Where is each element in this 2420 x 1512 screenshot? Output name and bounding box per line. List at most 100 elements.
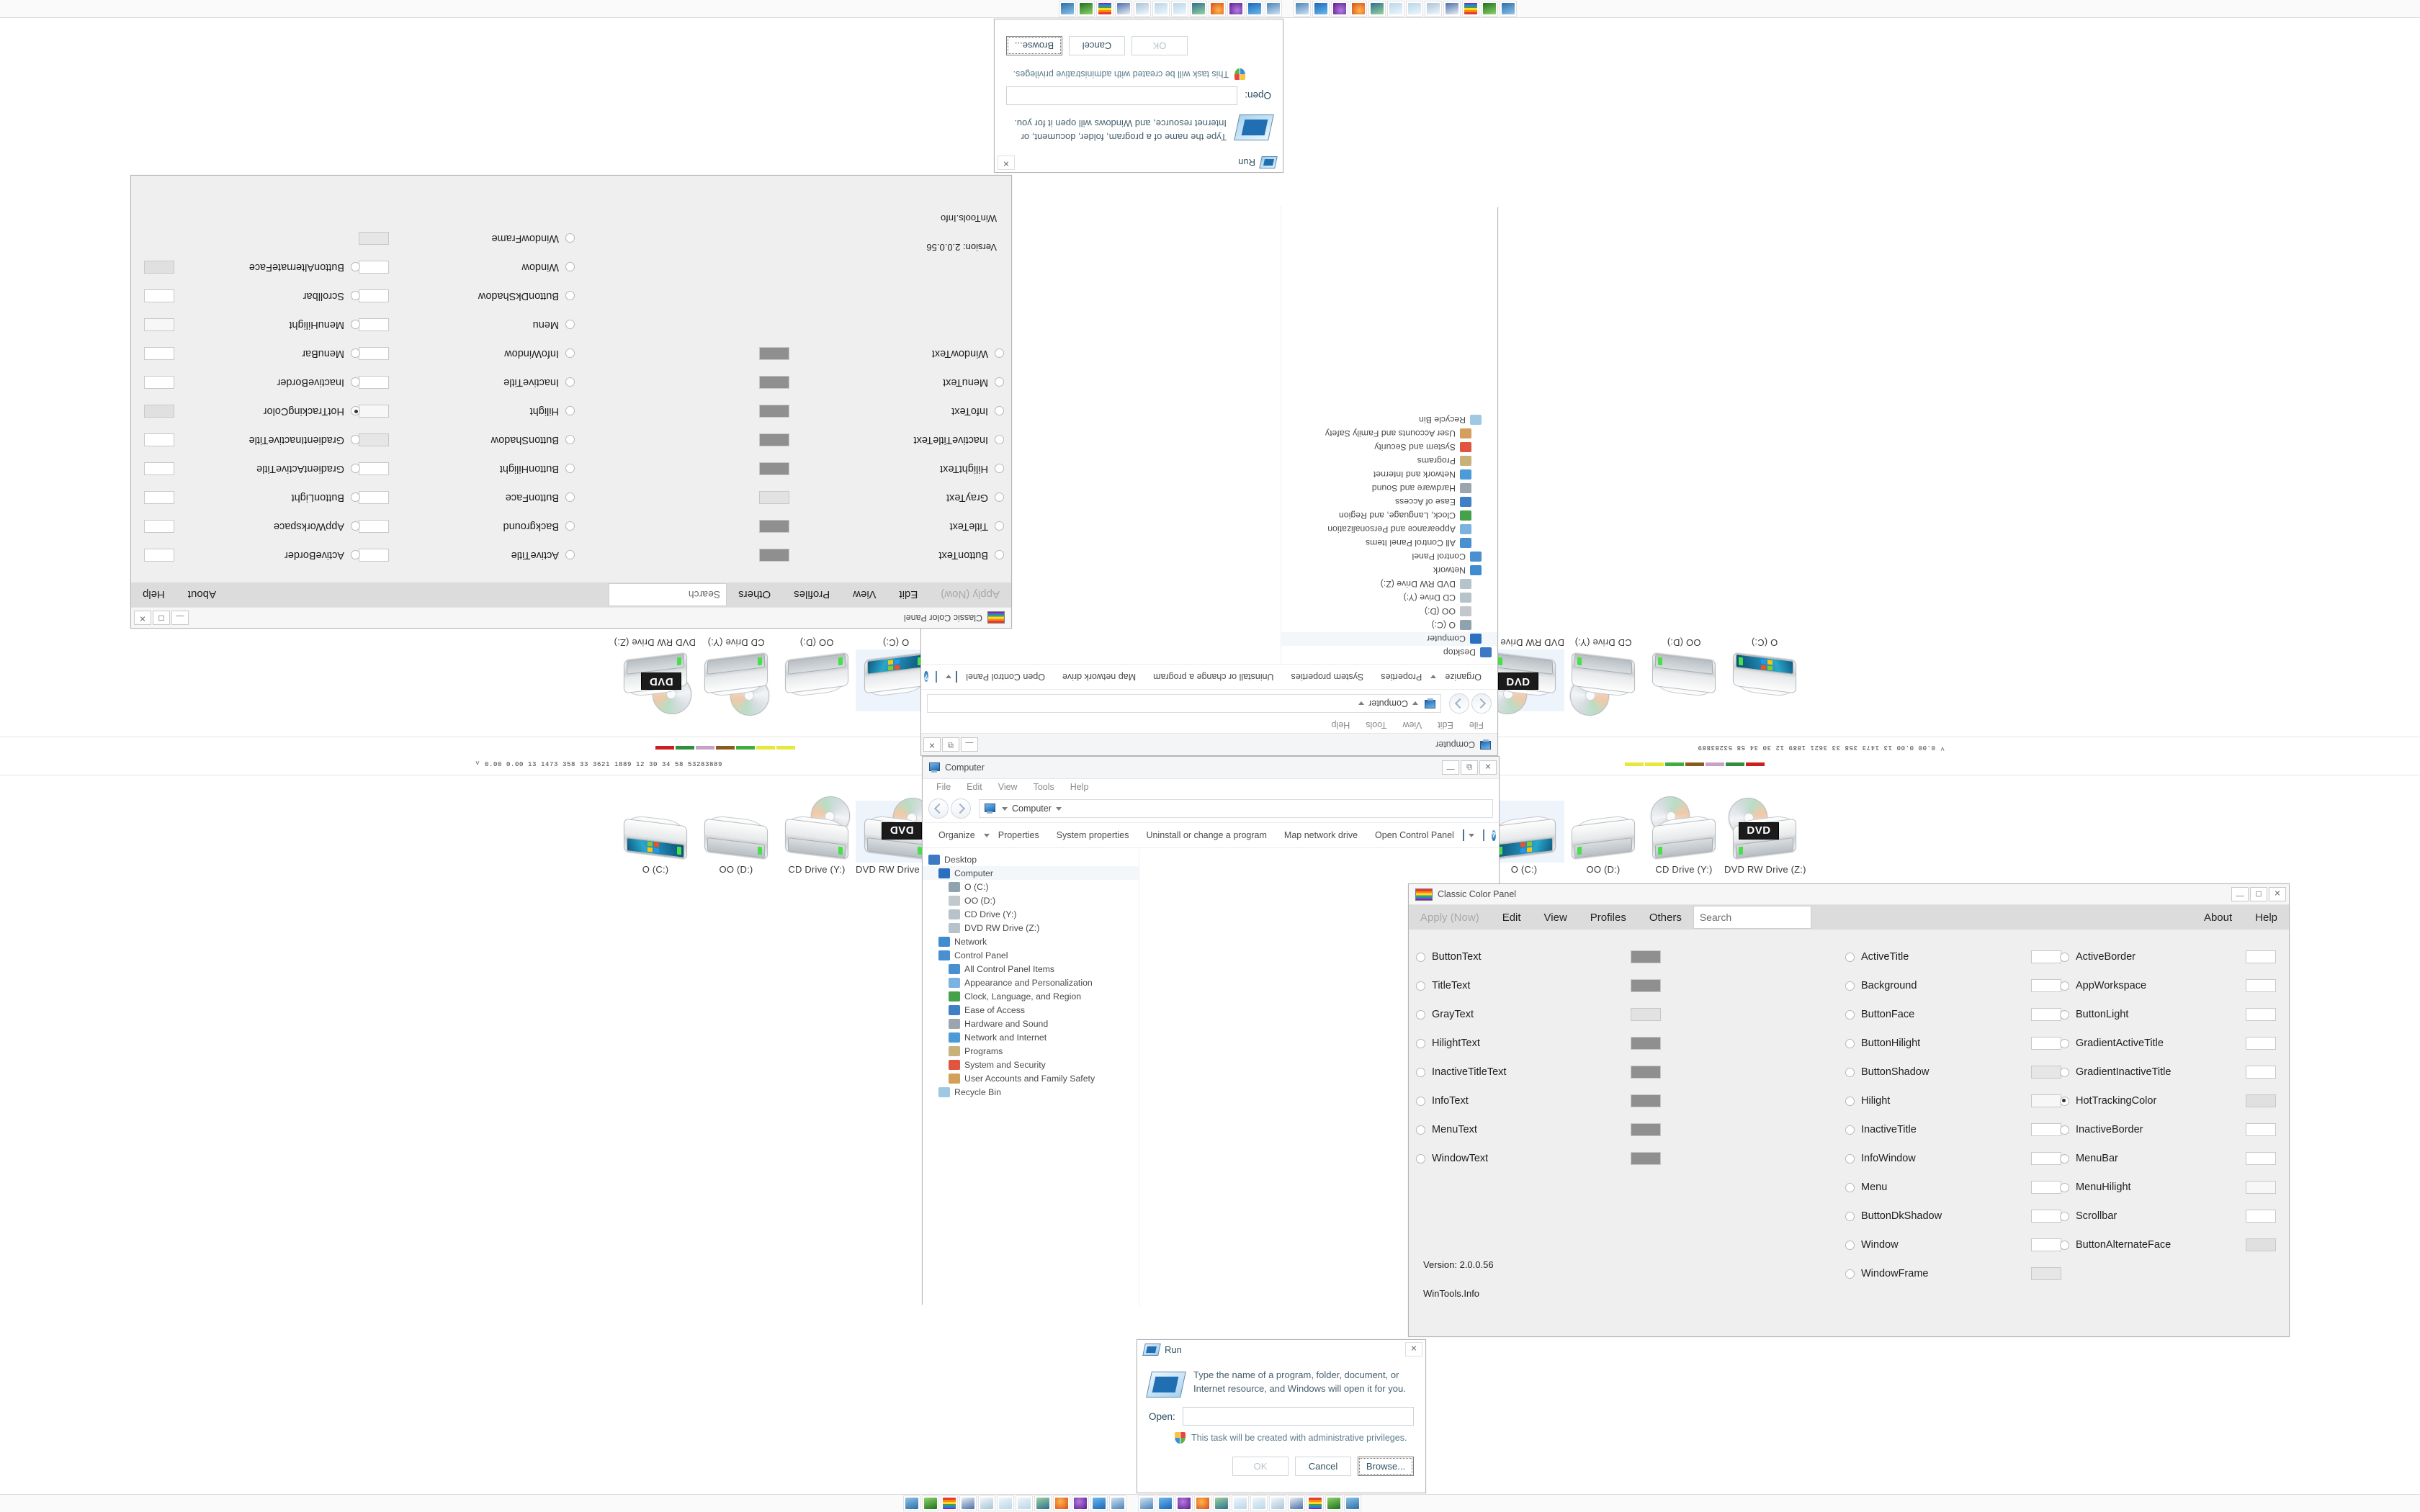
color-swatch[interactable]: [144, 289, 174, 302]
ok-button[interactable]: OK: [1131, 36, 1188, 55]
color-swatch[interactable]: [359, 318, 389, 331]
taskbar-computer-icon[interactable]: [1246, 1, 1263, 17]
color-swatch[interactable]: [144, 520, 174, 533]
tree-node[interactable]: DVD RW Drive (Z:): [923, 921, 1139, 935]
open-control-panel-button[interactable]: Open Control Panel: [966, 672, 1045, 682]
tree-node[interactable]: CD Drive (Y:): [1281, 591, 1497, 605]
menu-help[interactable]: Help: [143, 588, 165, 601]
taskbar-browser-purple-icon[interactable]: [1227, 1, 1245, 17]
radio-button[interactable]: [995, 377, 1004, 387]
tree-node[interactable]: Computer: [923, 866, 1139, 880]
radio-button[interactable]: [565, 348, 575, 359]
color-swatch[interactable]: [2246, 1008, 2276, 1021]
taskbar-notepad-icon[interactable]: [997, 1495, 1014, 1511]
color-swatch[interactable]: [359, 405, 389, 418]
tree-node[interactable]: Network: [923, 935, 1139, 948]
taskbar-firefox-icon[interactable]: [1350, 1, 1367, 17]
ccp-color-row[interactable]: WindowText: [788, 339, 1004, 368]
taskbar-display-settings-icon[interactable]: [1034, 1495, 1052, 1511]
taskbar-green-app-icon[interactable]: [1481, 1, 1498, 17]
tree-node[interactable]: CD Drive (Y:): [923, 907, 1139, 921]
color-swatch[interactable]: [1631, 979, 1661, 992]
forward-arrow-icon[interactable]: [1449, 693, 1469, 714]
run-titlebar[interactable]: Run ✕: [995, 153, 1283, 172]
change-view-icon[interactable]: [1462, 829, 1464, 841]
taskbar-icons[interactable]: [1059, 0, 1517, 17]
menu-view[interactable]: View: [853, 588, 877, 601]
ccp-color-row[interactable]: InactiveBorder: [2060, 1115, 2276, 1144]
ccp-color-row[interactable]: WindowText: [1416, 1144, 1632, 1173]
ccp-color-row[interactable]: ButtonDkShadow: [359, 282, 575, 310]
color-swatch[interactable]: [144, 462, 174, 475]
tree-node[interactable]: Hardware and Sound: [1281, 482, 1497, 495]
radio-button[interactable]: [2060, 1153, 2069, 1164]
radio-button[interactable]: [995, 406, 1004, 416]
menu-help[interactable]: Help: [1331, 720, 1350, 730]
taskbar-browser-purple-icon[interactable]: [1072, 1495, 1089, 1511]
taskbar-browser-purple-icon[interactable]: [1175, 1495, 1193, 1511]
classic-color-panel-window[interactable]: Classic Color Panel — ◻ ✕ Apply (Now) Ed…: [1408, 883, 2290, 1337]
close-button[interactable]: ✕: [1479, 760, 1497, 775]
change-view-icon[interactable]: [956, 671, 958, 683]
color-swatch[interactable]: [359, 289, 389, 302]
radio-button[interactable]: [995, 464, 1004, 474]
color-swatch[interactable]: [2031, 1152, 2061, 1165]
chevron-down-icon[interactable]: [1358, 701, 1365, 706]
taskbar-notepad-icon[interactable]: [1406, 1, 1423, 17]
tree-node[interactable]: OO (D:): [923, 894, 1139, 907]
taskbar-classic-color-panel-icon[interactable]: [1138, 1495, 1155, 1511]
map-network-drive-button[interactable]: Map network drive: [1062, 672, 1137, 682]
radio-button[interactable]: [1416, 952, 1425, 962]
chevron-down-icon[interactable]: [946, 675, 952, 679]
tree-node[interactable]: O (C:): [923, 880, 1139, 894]
taskbar-display-settings-icon[interactable]: [1213, 1495, 1230, 1511]
desktop-drive-d[interactable]: OO (D:): [1644, 637, 1724, 711]
menu-profiles[interactable]: Profiles: [794, 588, 830, 601]
ccp-color-row[interactable]: ButtonText: [1416, 942, 1632, 971]
ccp-color-row[interactable]: Scrollbar: [2060, 1202, 2276, 1230]
ccp-color-row[interactable]: InactiveTitleText: [1416, 1058, 1632, 1086]
menu-about[interactable]: About: [187, 588, 217, 601]
desktop-drive-d[interactable]: OO (D:): [1563, 801, 1644, 875]
ccp-color-row[interactable]: GrayText: [788, 483, 1004, 512]
close-icon[interactable]: ✕: [998, 156, 1015, 170]
menu-others[interactable]: Others: [738, 588, 771, 601]
radio-button[interactable]: [995, 435, 1004, 445]
ccp-color-row[interactable]: InactiveTitle: [1845, 1115, 2061, 1144]
ccp-color-row[interactable]: MenuText: [1416, 1115, 1632, 1144]
color-swatch[interactable]: [759, 433, 789, 446]
ccp-color-row[interactable]: ButtonShadow: [1845, 1058, 2061, 1086]
radio-button[interactable]: [1845, 952, 1855, 962]
ccp-color-row[interactable]: ActiveTitle: [359, 541, 575, 570]
radio-button[interactable]: [2060, 1038, 2069, 1048]
radio-button[interactable]: [1416, 1038, 1425, 1048]
properties-button[interactable]: Properties: [1381, 672, 1422, 682]
taskbar-green-app-icon[interactable]: [1077, 1, 1095, 17]
taskbar-notepad-icon[interactable]: [1016, 1495, 1033, 1511]
navigation-tree[interactable]: Desktop Computer O (C:) OO (D:) CD Drive (Y:…: [1281, 206, 1497, 664]
ccp-color-row[interactable]: Hilight: [1845, 1086, 2061, 1115]
ccp-color-row[interactable]: ActiveBorder: [144, 541, 360, 570]
ccp-color-row[interactable]: InfoText: [1416, 1086, 1632, 1115]
radio-button[interactable]: [1416, 1125, 1425, 1135]
ccp-titlebar[interactable]: Classic Color Panel — ◻ ✕: [131, 607, 1011, 628]
radio-button[interactable]: [351, 406, 360, 416]
radio-button[interactable]: [351, 377, 360, 387]
taskbar-classic-color-panel-icon[interactable]: [1109, 1495, 1126, 1511]
properties-button[interactable]: Properties: [998, 830, 1039, 840]
tree-node[interactable]: Computer: [1281, 632, 1497, 646]
radio-button[interactable]: [351, 521, 360, 531]
taskbar-browser-purple-icon[interactable]: [1331, 1, 1348, 17]
radio-button[interactable]: [1845, 1153, 1855, 1164]
taskbar-firefox-icon[interactable]: [1194, 1495, 1211, 1511]
ccp-color-row[interactable]: GradientActiveTitle: [2060, 1029, 2276, 1058]
radio-button[interactable]: [995, 492, 1004, 503]
color-swatch[interactable]: [759, 347, 789, 360]
taskbar-notepad-icon[interactable]: [1250, 1495, 1268, 1511]
color-swatch[interactable]: [1631, 1066, 1661, 1079]
maximize-button[interactable]: ◻: [153, 611, 170, 625]
ccp-color-row[interactable]: Hilight: [359, 397, 575, 426]
menu-tools[interactable]: Tools: [1366, 720, 1387, 730]
radio-button[interactable]: [565, 406, 575, 416]
help-icon[interactable]: ?: [1491, 829, 1496, 841]
